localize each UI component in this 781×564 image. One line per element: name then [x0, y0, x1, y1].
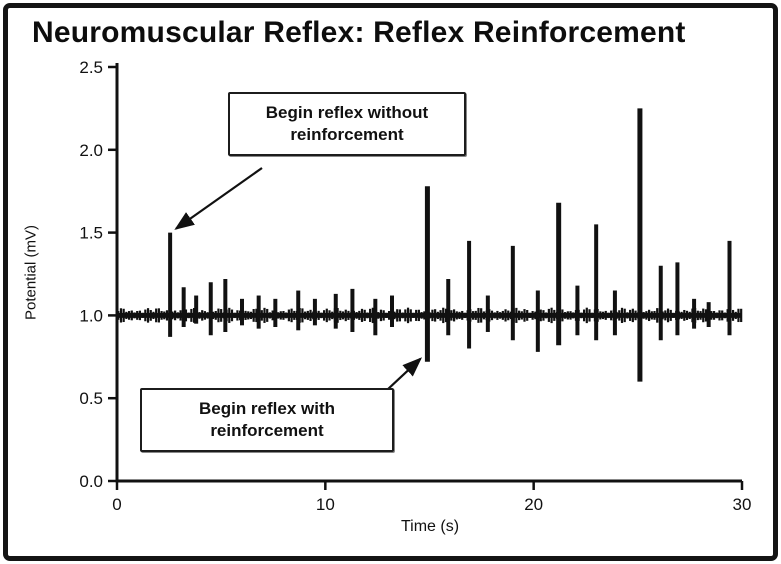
chart-title: Neuromuscular Reflex: Reflex Reinforceme…	[32, 16, 686, 49]
y-axis-label: Potential (mV)	[22, 224, 40, 321]
svg-text:2.0: 2.0	[79, 141, 103, 160]
x-axis-label: Time (s)	[400, 518, 460, 535]
svg-text:20: 20	[524, 495, 543, 514]
svg-text:2.5: 2.5	[79, 58, 103, 77]
svg-text:30: 30	[733, 495, 752, 514]
annotation-begin-reflex-with-reinforcement: Begin reflex with reinforcement	[140, 388, 394, 453]
svg-text:0.0: 0.0	[79, 472, 103, 491]
svg-text:10: 10	[316, 495, 335, 514]
svg-text:1.0: 1.0	[79, 306, 103, 325]
svg-text:0.5: 0.5	[79, 389, 103, 408]
svg-text:1.5: 1.5	[79, 224, 103, 243]
annotation-begin-reflex-without-reinforcement: Begin reflex without reinforcement	[228, 92, 466, 157]
svg-text:0: 0	[112, 495, 121, 514]
